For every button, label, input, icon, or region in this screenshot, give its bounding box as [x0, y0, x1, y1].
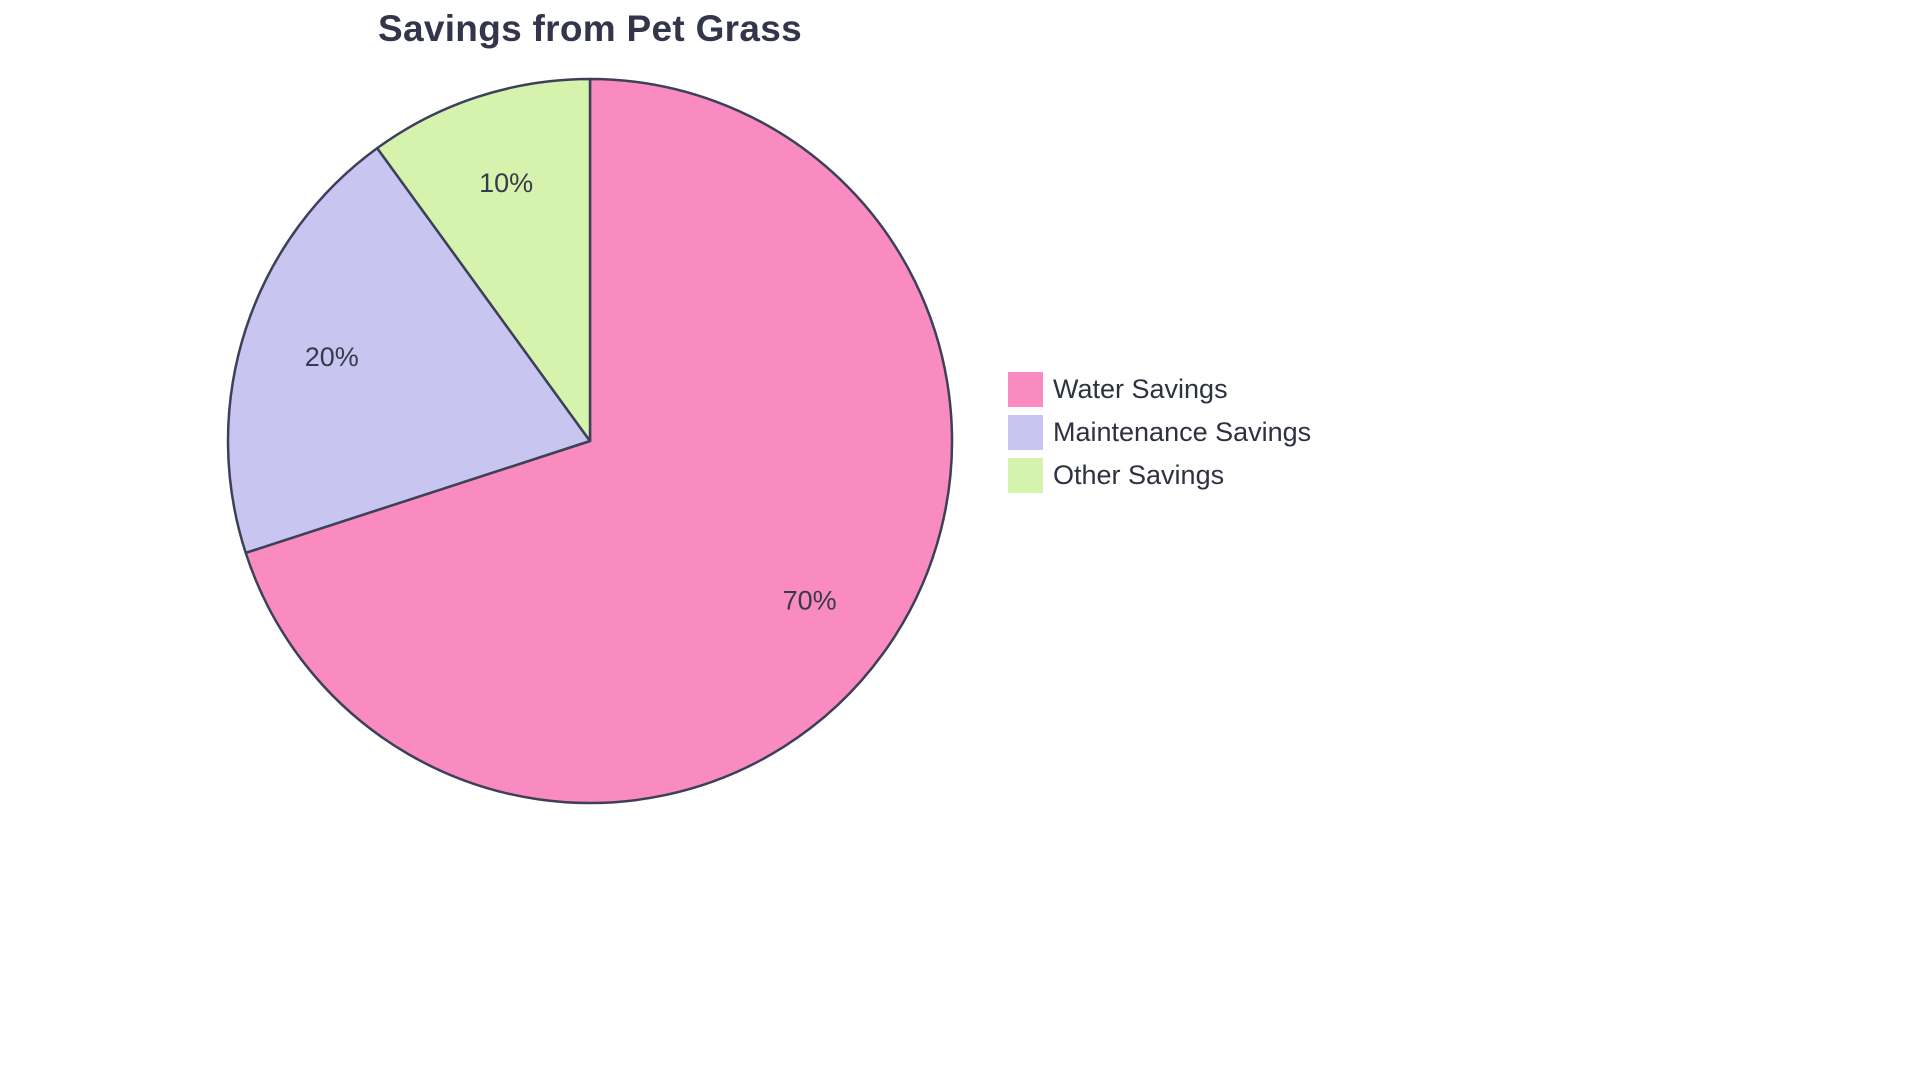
- legend-label-other-savings: Other Savings: [1053, 460, 1225, 490]
- pie-slice-maintenance-savings: [226, 146, 592, 555]
- slice-value-label-other-savings: 10%: [479, 168, 533, 198]
- legend-swatch-maintenance-savings: [1008, 415, 1043, 450]
- slice-value-label-maintenance-savings: 20%: [305, 342, 359, 372]
- chart-title: Savings from Pet Grass: [377, 8, 803, 49]
- legend-item-other-savings: Other Savings: [1008, 458, 1311, 493]
- legend-item-maintenance-savings: Maintenance Savings: [1008, 415, 1311, 450]
- slice-value-label-water-savings: 70%: [783, 586, 837, 616]
- legend-label-maintenance-savings: Maintenance Savings: [1053, 417, 1312, 447]
- legend-swatch-water-savings: [1008, 372, 1043, 407]
- legend-label-water-savings: Water Savings: [1053, 374, 1228, 404]
- legend-swatch-other-savings: [1008, 458, 1043, 493]
- legend-item-water-savings: Water Savings: [1008, 372, 1311, 407]
- pie-slice-water-savings: [244, 77, 954, 805]
- legend: Water Savings Maintenance Savings Other Sa…: [1008, 372, 1311, 493]
- pie-slice-other-savings: [375, 77, 592, 443]
